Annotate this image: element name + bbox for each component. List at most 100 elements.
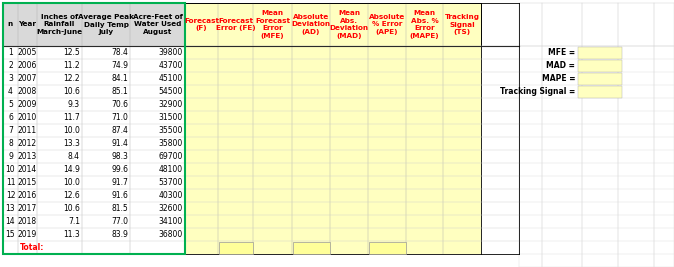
Text: 77.0: 77.0 bbox=[111, 217, 128, 226]
Text: 99.6: 99.6 bbox=[111, 165, 128, 174]
Text: 2: 2 bbox=[8, 61, 13, 70]
Text: 14.9: 14.9 bbox=[63, 165, 80, 174]
Bar bbox=[185, 3, 481, 46]
Text: 34100: 34100 bbox=[159, 217, 183, 226]
Text: 11.2: 11.2 bbox=[63, 61, 80, 70]
Text: 2018: 2018 bbox=[18, 217, 37, 226]
Text: 11: 11 bbox=[6, 178, 16, 187]
Text: 5: 5 bbox=[8, 100, 13, 109]
Text: 83.9: 83.9 bbox=[111, 230, 128, 239]
Text: 70.6: 70.6 bbox=[111, 100, 128, 109]
Text: 11.7: 11.7 bbox=[63, 113, 80, 122]
Text: 71.0: 71.0 bbox=[111, 113, 128, 122]
Text: Tracking
Signal
(TS): Tracking Signal (TS) bbox=[444, 14, 479, 35]
Text: Year: Year bbox=[18, 22, 36, 28]
Text: 10.0: 10.0 bbox=[63, 126, 80, 135]
Text: 2007: 2007 bbox=[18, 74, 37, 83]
Text: 14: 14 bbox=[5, 217, 16, 226]
Text: Inches of
Rainfall
March-June: Inches of Rainfall March-June bbox=[36, 14, 82, 35]
Text: 48100: 48100 bbox=[159, 165, 183, 174]
Text: 91.7: 91.7 bbox=[111, 178, 128, 187]
Bar bbox=[578, 73, 622, 84]
Text: 43700: 43700 bbox=[158, 61, 183, 70]
Bar bbox=[293, 241, 330, 253]
Text: 2010: 2010 bbox=[18, 113, 37, 122]
Text: 8: 8 bbox=[8, 139, 13, 148]
Text: Acre-Feet of
Water Used
August: Acre-Feet of Water Used August bbox=[133, 14, 183, 35]
Text: 69700: 69700 bbox=[158, 152, 183, 161]
Text: Mean
Forecast
Error
(MFE): Mean Forecast Error (MFE) bbox=[255, 10, 290, 39]
Text: 3: 3 bbox=[8, 74, 13, 83]
Text: 2009: 2009 bbox=[18, 100, 37, 109]
Text: MAPE =: MAPE = bbox=[541, 74, 575, 83]
Text: 91.6: 91.6 bbox=[111, 191, 128, 200]
Text: MFE =: MFE = bbox=[548, 48, 575, 57]
Text: 4: 4 bbox=[8, 87, 13, 96]
Text: Forecast
(F): Forecast (F) bbox=[184, 18, 219, 31]
Bar bbox=[218, 241, 253, 253]
Text: 74.9: 74.9 bbox=[111, 61, 128, 70]
Bar bbox=[578, 85, 622, 97]
Text: 31500: 31500 bbox=[159, 113, 183, 122]
Text: Mean
Abs. %
Error
(MAPE): Mean Abs. % Error (MAPE) bbox=[410, 10, 439, 39]
Text: 85.1: 85.1 bbox=[111, 87, 128, 96]
Text: 7: 7 bbox=[8, 126, 13, 135]
Text: 13: 13 bbox=[5, 204, 16, 213]
Text: Average Peak
Daily Temp
July: Average Peak Daily Temp July bbox=[78, 14, 134, 35]
Text: 2017: 2017 bbox=[18, 204, 37, 213]
Text: 12: 12 bbox=[6, 191, 16, 200]
Text: 12.2: 12.2 bbox=[63, 74, 80, 83]
Bar bbox=[578, 46, 622, 58]
Text: 11.3: 11.3 bbox=[63, 230, 80, 239]
Text: Forecast
Error (FE): Forecast Error (FE) bbox=[216, 18, 255, 31]
Bar bbox=[578, 60, 622, 72]
Text: 35500: 35500 bbox=[158, 126, 183, 135]
Text: 2014: 2014 bbox=[18, 165, 37, 174]
Text: 2008: 2008 bbox=[18, 87, 37, 96]
Text: 12.5: 12.5 bbox=[63, 48, 80, 57]
Text: 84.1: 84.1 bbox=[111, 74, 128, 83]
Text: 12.6: 12.6 bbox=[63, 191, 80, 200]
Text: 36800: 36800 bbox=[159, 230, 183, 239]
Text: Total:: Total: bbox=[20, 243, 44, 252]
Text: 10.0: 10.0 bbox=[63, 178, 80, 187]
Text: 35800: 35800 bbox=[159, 139, 183, 148]
Text: 98.3: 98.3 bbox=[111, 152, 128, 161]
Text: 32600: 32600 bbox=[159, 204, 183, 213]
Text: 8.4: 8.4 bbox=[68, 152, 80, 161]
Text: 2016: 2016 bbox=[18, 191, 37, 200]
Text: 9.3: 9.3 bbox=[68, 100, 80, 109]
Text: 53700: 53700 bbox=[158, 178, 183, 187]
Text: Mean
Abs.
Deviation
(MAD): Mean Abs. Deviation (MAD) bbox=[330, 10, 369, 39]
Text: 10: 10 bbox=[5, 165, 16, 174]
Text: 10.6: 10.6 bbox=[63, 87, 80, 96]
Text: 2019: 2019 bbox=[18, 230, 37, 239]
Text: 2012: 2012 bbox=[18, 139, 37, 148]
Bar bbox=[369, 241, 406, 253]
Text: 40300: 40300 bbox=[158, 191, 183, 200]
Text: 32900: 32900 bbox=[159, 100, 183, 109]
Text: MAD =: MAD = bbox=[546, 61, 575, 70]
Text: 2015: 2015 bbox=[18, 178, 37, 187]
Text: 7.1: 7.1 bbox=[68, 217, 80, 226]
Text: 6: 6 bbox=[8, 113, 13, 122]
Text: 13.3: 13.3 bbox=[63, 139, 80, 148]
Bar bbox=[185, 46, 481, 254]
Text: Tracking Signal =: Tracking Signal = bbox=[499, 87, 575, 96]
Text: 45100: 45100 bbox=[159, 74, 183, 83]
Text: 9: 9 bbox=[8, 152, 13, 161]
Text: 54500: 54500 bbox=[158, 87, 183, 96]
Text: 78.4: 78.4 bbox=[111, 48, 128, 57]
Text: 2006: 2006 bbox=[18, 61, 37, 70]
Text: Absolute
% Error
(APE): Absolute % Error (APE) bbox=[369, 14, 405, 35]
Bar bbox=[3, 3, 185, 254]
Text: 2005: 2005 bbox=[18, 48, 37, 57]
Text: 10.6: 10.6 bbox=[63, 204, 80, 213]
Text: 91.4: 91.4 bbox=[111, 139, 128, 148]
Bar bbox=[3, 3, 185, 46]
Text: 39800: 39800 bbox=[159, 48, 183, 57]
Text: 87.4: 87.4 bbox=[111, 126, 128, 135]
Text: 2011: 2011 bbox=[18, 126, 37, 135]
Text: 2013: 2013 bbox=[18, 152, 37, 161]
Text: Absolute
Deviation
(AD): Absolute Deviation (AD) bbox=[291, 14, 330, 35]
